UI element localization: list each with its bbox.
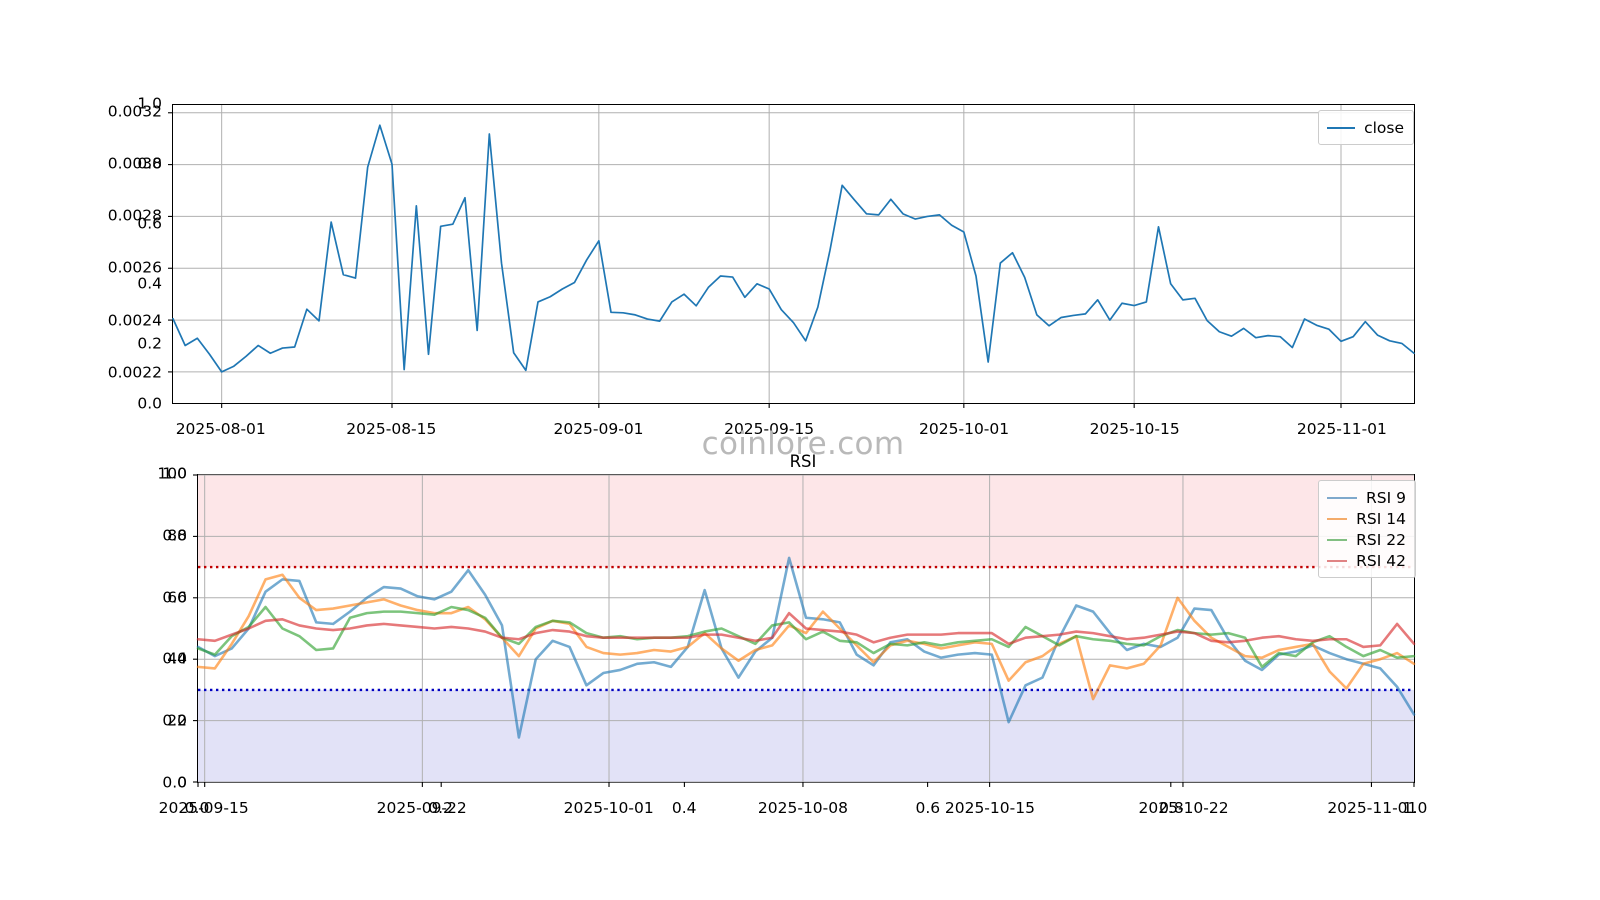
overbought-band bbox=[198, 475, 1414, 568]
legend-item-rsi-42[interactable]: RSI 42 bbox=[1327, 550, 1406, 571]
legend-swatch-close bbox=[1327, 126, 1356, 129]
rsi-chart-axes bbox=[193, 474, 1416, 787]
rsi-secondary-y-tick-5: 1.0 bbox=[162, 464, 187, 483]
price-secondary-y-tick-1: 0.2 bbox=[137, 334, 162, 353]
watermark: coinlore.com bbox=[701, 426, 905, 462]
rsi-secondary-x-tick-0: 0.0 bbox=[184, 799, 210, 817]
rsi-secondary-x-tick-1: 0.2 bbox=[428, 799, 453, 817]
rsi-line-rsi-22 bbox=[196, 605, 1416, 669]
rsi-secondary-y-tick-0: 0.0 bbox=[162, 773, 187, 792]
legend-label-rsi-9: RSI 9 bbox=[1366, 488, 1406, 507]
price-x-tick-5: 2025-10-15 bbox=[1089, 420, 1180, 438]
price-line-close bbox=[172, 124, 1415, 373]
oversold-band bbox=[198, 689, 1414, 782]
price-x-tick-6: 2025-11-01 bbox=[1296, 420, 1387, 438]
rsi-x-tick-0: 2025-09-15 bbox=[158, 799, 249, 817]
legend-swatch-rsi-22 bbox=[1327, 538, 1348, 541]
rsi-y-tick-1: 20 bbox=[167, 711, 187, 730]
rsi-secondary-y-tick-2: 0.4 bbox=[162, 649, 187, 668]
price-x-tick-2: 2025-09-01 bbox=[553, 420, 644, 438]
rsi-secondary-x-tick-4: 0.8 bbox=[1159, 799, 1184, 817]
price-x-tick-4: 2025-10-01 bbox=[919, 420, 1010, 438]
rsi-x-tick-4: 2025-10-15 bbox=[944, 799, 1035, 817]
rsi-line-rsi-9 bbox=[196, 556, 1416, 739]
price-y-tick-5: 0.0032 bbox=[107, 102, 162, 121]
price-secondary-y-tick-0: 0.0 bbox=[137, 394, 162, 413]
rsi-chart-title: RSI bbox=[789, 452, 817, 471]
rsi-y-tick-0: 0 bbox=[177, 773, 187, 792]
legend-label-rsi-14: RSI 14 bbox=[1356, 509, 1406, 528]
price-x-tick-1: 2025-08-15 bbox=[346, 420, 437, 438]
price-x-tick-0: 2025-08-01 bbox=[175, 420, 266, 438]
rsi-secondary-x-tick-5: 1.0 bbox=[1402, 799, 1428, 817]
rsi-secondary-x-tick-2: 0.4 bbox=[671, 799, 697, 817]
rsi-secondary-y-tick-3: 0.6 bbox=[162, 587, 187, 606]
price-chart-axes bbox=[168, 104, 1415, 408]
rsi-x-tick-3: 2025-10-08 bbox=[757, 799, 848, 817]
rsi-x-tick-6: 2025-11-01 bbox=[1327, 799, 1418, 817]
legend-swatch-rsi-14 bbox=[1327, 517, 1348, 520]
rsi-secondary-y-tick-1: 0.2 bbox=[162, 711, 187, 730]
price-y-tick-1: 0.0024 bbox=[107, 310, 162, 329]
price-y-tick-4: 0.0030 bbox=[107, 154, 162, 173]
price-secondary-y-tick-5: 1.0 bbox=[137, 94, 162, 113]
rsi-x-tick-2: 2025-10-01 bbox=[563, 799, 654, 817]
price-plot-area bbox=[168, 105, 1415, 408]
rsi-legend[interactable]: RSI 9 RSI 14 RSI 22 RSI 42 bbox=[1318, 480, 1416, 578]
price-legend[interactable]: close bbox=[1318, 110, 1414, 145]
legend-swatch-rsi-9 bbox=[1327, 496, 1358, 499]
rsi-secondary-y-tick-4: 0.8 bbox=[162, 526, 187, 545]
rsi-y-tick-2: 40 bbox=[167, 649, 187, 668]
price-y-tick-0: 0.0022 bbox=[107, 362, 162, 381]
legend-label-rsi-22: RSI 22 bbox=[1356, 530, 1406, 549]
legend-item-rsi-14[interactable]: RSI 14 bbox=[1327, 508, 1406, 529]
rsi-line-rsi-42 bbox=[196, 611, 1416, 649]
rsi-plot-area bbox=[193, 474, 1416, 787]
rsi-x-tick-5: 2025-10-22 bbox=[1138, 799, 1229, 817]
rsi-secondary-x-tick-3: 0.6 bbox=[915, 799, 941, 817]
legend-swatch-rsi-42 bbox=[1327, 559, 1348, 562]
rsi-y-tick-3: 60 bbox=[167, 587, 187, 606]
rsi-x-tick-1: 2025-09-22 bbox=[376, 799, 467, 817]
price-secondary-y-tick-2: 0.4 bbox=[137, 274, 162, 293]
rsi-line-rsi-14 bbox=[196, 573, 1416, 701]
legend-label-close: close bbox=[1364, 118, 1404, 137]
legend-label-rsi-42: RSI 42 bbox=[1356, 551, 1406, 570]
rsi-y-tick-5: 100 bbox=[157, 464, 187, 483]
legend-item-close[interactable]: close bbox=[1327, 117, 1404, 138]
legend-item-rsi-9[interactable]: RSI 9 bbox=[1327, 487, 1406, 508]
price-x-tick-3: 2025-09-15 bbox=[724, 420, 815, 438]
price-y-tick-3: 0.0028 bbox=[107, 206, 162, 225]
price-secondary-y-tick-4: 0.8 bbox=[137, 154, 162, 173]
price-y-tick-2: 0.0026 bbox=[107, 258, 162, 277]
rsi-y-tick-4: 80 bbox=[167, 526, 187, 545]
legend-item-rsi-22[interactable]: RSI 22 bbox=[1327, 529, 1406, 550]
price-secondary-y-tick-3: 0.6 bbox=[137, 214, 162, 233]
